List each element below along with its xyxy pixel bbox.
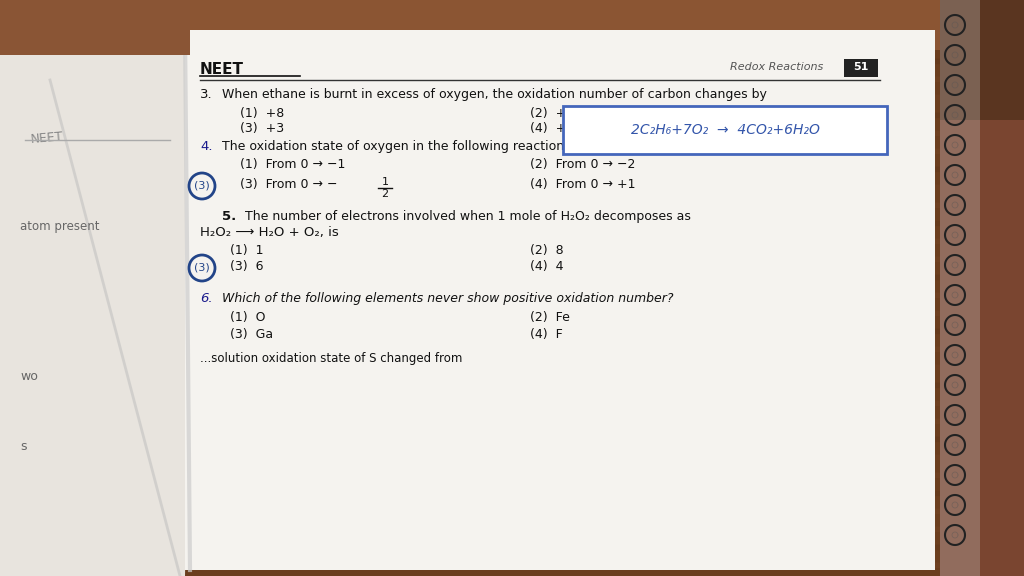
Text: (4)  4: (4) 4 [530, 260, 563, 273]
FancyBboxPatch shape [940, 0, 1024, 120]
Text: (1)  1: (1) 1 [230, 244, 263, 257]
FancyBboxPatch shape [563, 106, 887, 154]
Text: 2: 2 [381, 189, 388, 199]
Text: NEET: NEET [200, 62, 244, 77]
FancyBboxPatch shape [940, 0, 980, 576]
Text: (1)  +8: (1) +8 [240, 107, 285, 120]
Text: atom present: atom present [20, 220, 99, 233]
Text: The number of electrons involved when 1 mole of H₂O₂ decomposes as: The number of electrons involved when 1 … [245, 210, 691, 223]
Text: (3): (3) [195, 181, 210, 191]
Polygon shape [0, 50, 195, 576]
Text: (2)  +7: (2) +7 [530, 107, 574, 120]
Text: (2)  8: (2) 8 [530, 244, 563, 257]
FancyBboxPatch shape [844, 59, 878, 77]
Text: The oxidation state of oxygen in the following reaction changes, K + O₂ → KO₂: The oxidation state of oxygen in the fol… [222, 140, 712, 153]
Text: (3)  6: (3) 6 [230, 260, 263, 273]
Text: 6.: 6. [200, 292, 213, 305]
Text: Which of the following elements never show positive oxidation number?: Which of the following elements never sh… [222, 292, 674, 305]
Text: 5.: 5. [222, 210, 237, 223]
Text: (1)  O: (1) O [230, 311, 265, 324]
Text: (3): (3) [195, 263, 210, 273]
Text: (4)  +4: (4) +4 [530, 122, 574, 135]
Text: NEET: NEET [30, 130, 63, 146]
Text: (3)  Ga: (3) Ga [230, 328, 273, 341]
Text: (3)  +3: (3) +3 [240, 122, 284, 135]
FancyBboxPatch shape [185, 30, 935, 570]
Text: (2)  From 0 → −2: (2) From 0 → −2 [530, 158, 635, 171]
Text: H₂O₂ ⟶ H₂O + O₂, is: H₂O₂ ⟶ H₂O + O₂, is [200, 226, 339, 239]
Text: (4)  F: (4) F [530, 328, 563, 341]
Text: 4.: 4. [200, 140, 213, 153]
Text: ...solution oxidation state of S changed from: ...solution oxidation state of S changed… [200, 352, 463, 365]
Text: When ethane is burnt in excess of oxygen, the oxidation number of carbon changes: When ethane is burnt in excess of oxygen… [222, 88, 767, 101]
Text: 2C₂H₆+7O₂  →  4CO₂+6H₂O: 2C₂H₆+7O₂ → 4CO₂+6H₂O [631, 123, 819, 137]
Text: Redox Reactions: Redox Reactions [730, 62, 823, 72]
Text: (3)  From 0 → −: (3) From 0 → − [240, 178, 338, 191]
Text: (2)  Fe: (2) Fe [530, 311, 570, 324]
Text: 1: 1 [382, 177, 388, 187]
Text: s: s [20, 440, 27, 453]
Text: 51: 51 [853, 62, 868, 72]
FancyBboxPatch shape [0, 0, 1024, 50]
Text: 3.: 3. [200, 88, 213, 101]
FancyBboxPatch shape [940, 0, 1024, 576]
Text: wo: wo [20, 370, 38, 383]
Text: (1)  From 0 → −1: (1) From 0 → −1 [240, 158, 345, 171]
FancyBboxPatch shape [0, 0, 190, 55]
Text: (4)  From 0 → +1: (4) From 0 → +1 [530, 178, 636, 191]
